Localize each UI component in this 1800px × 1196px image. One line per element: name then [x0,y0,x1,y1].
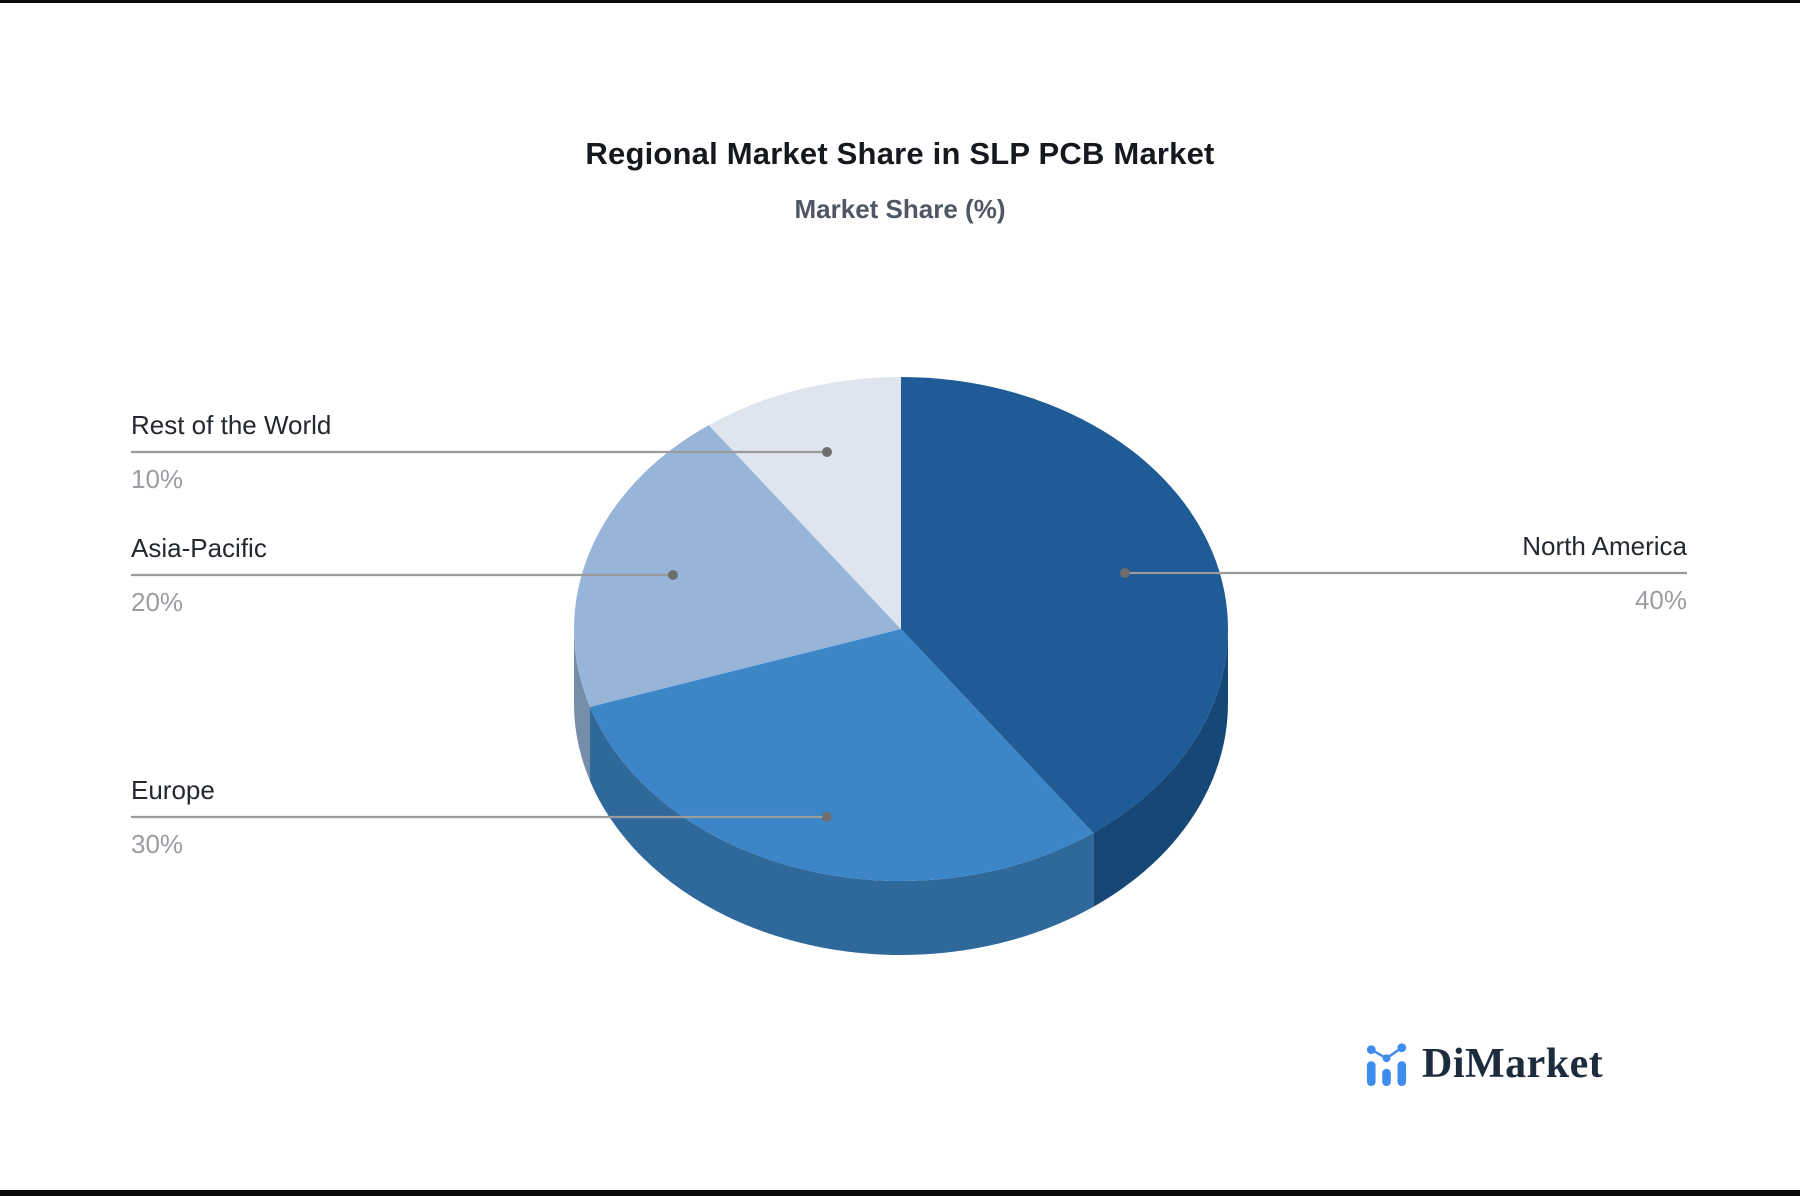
pie-slice-side-asia-pacific [574,629,591,781]
slice-value-europe: 30% [131,829,184,859]
window-border-top [0,0,1800,3]
pie-slice-rest-of-the-world[interactable] [708,377,901,629]
dimarket-logo: DiMarket [1366,1042,1603,1086]
slice-label-rest-of-the-world: Rest of the World [131,410,332,440]
slice-label-asia-pacific: Asia-Pacific [131,533,267,563]
leader-dot-europe [822,812,832,822]
chart-title: Regional Market Share in SLP PCB Market [585,136,1215,171]
pie-slice-side-north-america [1093,629,1228,907]
slice-value-asia-pacific: 20% [131,587,184,617]
chart-subtitle: Market Share (%) [794,194,1006,224]
leader-dot-rest-of-the-world [822,447,832,457]
leader-dot-asia-pacific [668,570,678,580]
bar-line-chart-icon [1366,1043,1407,1086]
slice-value-rest-of-the-world: 10% [131,464,184,494]
slice-label-north-america: North America [1522,531,1687,561]
leader-dot-north-america [1120,568,1130,578]
slice-value-north-america: 40% [1634,585,1687,615]
pie-slice-north-america[interactable] [901,377,1228,833]
logo-text: DiMarket [1422,1041,1604,1087]
slice-label-europe: Europe [131,775,215,805]
pie-slice-asia-pacific[interactable] [574,425,901,707]
pie-slice-side-europe [590,706,1094,956]
window-border-bottom [0,1190,1800,1196]
